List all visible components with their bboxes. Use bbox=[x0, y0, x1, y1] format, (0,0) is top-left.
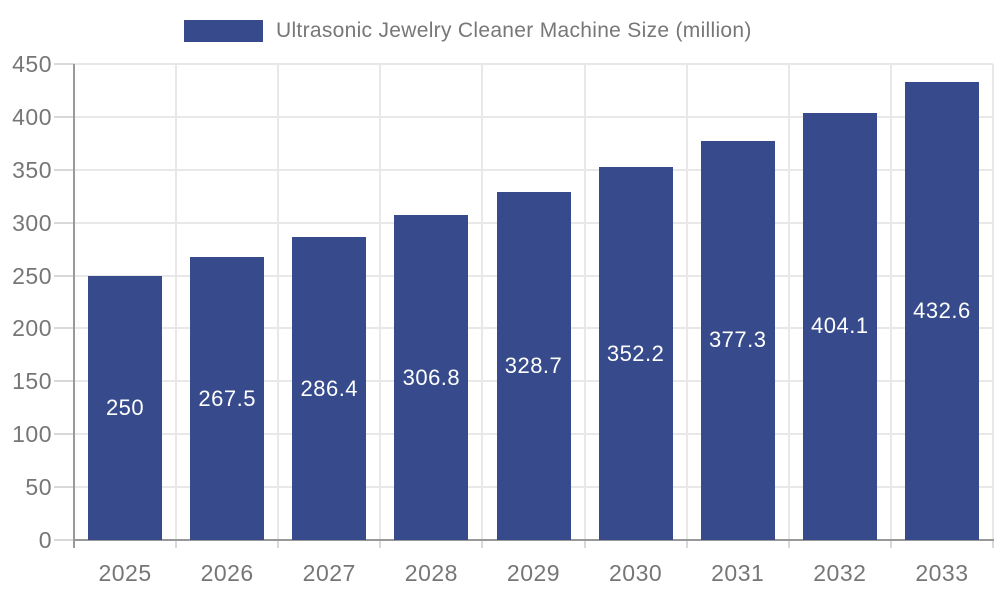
x-axis-tick-label: 2031 bbox=[711, 560, 765, 586]
x-axis-tick bbox=[277, 540, 280, 548]
x-axis-tick-label: 2028 bbox=[404, 560, 458, 586]
x-axis-tick bbox=[889, 540, 892, 548]
x-gridline bbox=[889, 64, 892, 540]
bar-2031[interactable] bbox=[700, 140, 775, 540]
y-axis-tick-label: 350 bbox=[12, 156, 52, 183]
x-axis-tick bbox=[481, 540, 484, 548]
y-axis-tick bbox=[54, 539, 74, 541]
y-axis-tick bbox=[54, 433, 74, 436]
y-axis-tick-label: 200 bbox=[12, 315, 52, 342]
x-gridline bbox=[583, 64, 586, 540]
x-axis-tick-label: 2032 bbox=[813, 560, 867, 586]
x-axis-tick bbox=[992, 540, 994, 548]
y-axis-tick bbox=[54, 327, 74, 330]
legend-item[interactable]: Ultrasonic Jewelry Cleaner Machine Size … bbox=[184, 16, 752, 46]
x-gridline bbox=[481, 64, 484, 540]
x-axis-tick bbox=[73, 540, 75, 548]
legend-label: Ultrasonic Jewelry Cleaner Machine Size … bbox=[276, 19, 752, 42]
y-axis-tick bbox=[54, 274, 74, 277]
x-axis-tick bbox=[787, 540, 790, 548]
bar-2025[interactable] bbox=[88, 275, 163, 540]
x-gridline bbox=[992, 64, 994, 540]
x-axis-tick-label: 2026 bbox=[200, 560, 254, 586]
x-gridline bbox=[277, 64, 280, 540]
x-gridline bbox=[787, 64, 790, 540]
x-axis-tick bbox=[379, 540, 382, 548]
x-gridline bbox=[685, 64, 688, 540]
y-axis-tick bbox=[54, 115, 74, 118]
y-axis-tick bbox=[54, 221, 74, 224]
x-gridline bbox=[175, 64, 178, 540]
x-axis-tick-label: 2025 bbox=[98, 560, 152, 586]
y-axis-tick-label: 150 bbox=[12, 368, 52, 395]
bar-2029[interactable] bbox=[496, 192, 571, 540]
y-axis-tick-label: 0 bbox=[38, 527, 52, 553]
y-axis-tick-label: 100 bbox=[12, 421, 52, 448]
y-axis-tick bbox=[54, 168, 74, 171]
x-axis-tick-label: 2033 bbox=[915, 560, 969, 586]
x-axis-tick bbox=[583, 540, 586, 548]
bar-2027[interactable] bbox=[292, 237, 367, 540]
bar-2033[interactable] bbox=[904, 82, 979, 540]
y-axis-tick bbox=[54, 380, 74, 383]
x-axis-tick bbox=[685, 540, 688, 548]
bar-2030[interactable] bbox=[598, 167, 673, 540]
y-axis-line bbox=[73, 64, 75, 548]
x-axis-tick-label: 2027 bbox=[302, 560, 356, 586]
y-axis-tick bbox=[54, 63, 74, 65]
x-axis-tick-label: 2030 bbox=[609, 560, 663, 586]
x-gridline bbox=[379, 64, 382, 540]
y-axis-tick-label: 50 bbox=[25, 474, 52, 501]
y-gridline bbox=[74, 63, 993, 65]
bar-2032[interactable] bbox=[802, 112, 877, 540]
x-axis-tick bbox=[175, 540, 178, 548]
x-axis-tick-label: 2029 bbox=[506, 560, 561, 586]
y-axis-tick bbox=[54, 486, 74, 489]
y-axis-tick-label: 250 bbox=[12, 262, 52, 289]
y-axis-tick-label: 450 bbox=[12, 51, 52, 77]
y-axis-tick-label: 400 bbox=[12, 103, 52, 130]
bar-2026[interactable] bbox=[190, 257, 265, 540]
legend-swatch bbox=[184, 20, 263, 42]
bar-2028[interactable] bbox=[394, 215, 469, 540]
y-axis-tick-label: 300 bbox=[12, 209, 52, 236]
